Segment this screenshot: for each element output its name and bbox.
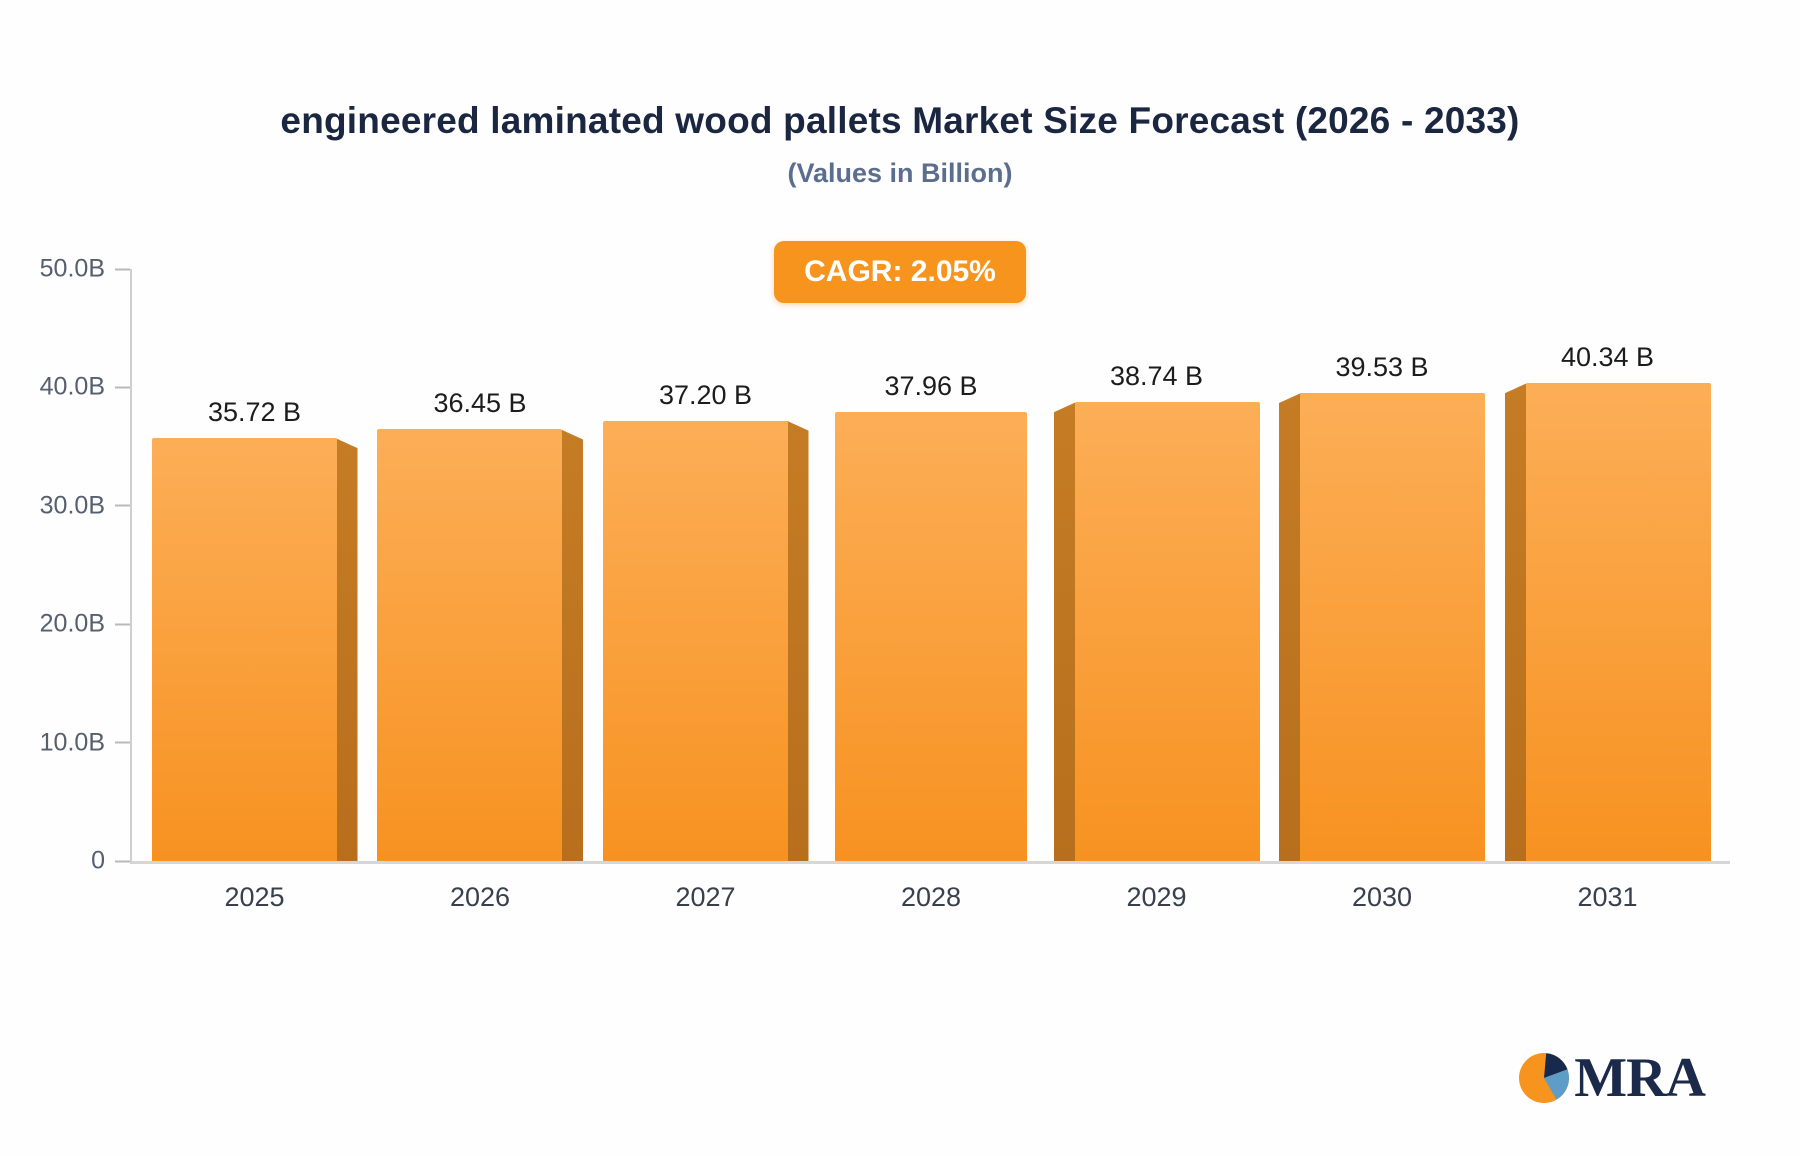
bar-group: 37.96 B 2028 <box>828 269 1034 912</box>
y-axis-tick: 50.0B <box>20 255 130 284</box>
y-axis-tick-mark <box>115 504 130 507</box>
bar-side-face <box>335 438 358 861</box>
x-axis-label: 2029 <box>1126 882 1187 912</box>
bar-side-face <box>1053 402 1076 861</box>
y-axis-tick-label: 20.0B <box>39 609 105 638</box>
y-axis-tick-label: 40.0B <box>39 372 105 401</box>
bar <box>602 420 809 861</box>
y-axis-tick-mark <box>115 386 130 389</box>
y-axis-tick-mark <box>115 860 130 862</box>
bar-front-face <box>377 429 562 861</box>
bar-front-face <box>1300 392 1485 861</box>
mra-logo: MRA <box>1517 1047 1706 1109</box>
y-axis-tick: 30.0B <box>20 491 130 520</box>
bar-value-label: 39.53 B <box>1335 351 1429 382</box>
mra-logo-pie-icon <box>1517 1051 1571 1105</box>
y-axis-tick-mark <box>115 268 130 270</box>
x-axis-label: 2027 <box>675 882 736 912</box>
x-axis-label: 2025 <box>224 882 285 912</box>
bar-value-label: 36.45 B <box>433 388 527 419</box>
bar-side-face <box>1279 392 1301 861</box>
chart-title: engineered laminated wood pallets Market… <box>280 100 1520 141</box>
bar-value-label: 37.20 B <box>658 379 753 410</box>
bar-group: 39.53 B 2030 <box>1279 269 1485 912</box>
bar-group: 36.45 B 2026 <box>377 269 583 912</box>
bar-value-label: 38.74 B <box>1109 361 1204 392</box>
y-axis-tick-label: 0 <box>91 846 105 875</box>
plot-area: 50.0B 40.0B 30.0B 20.0B 10.0B 0 35.72 B 2025 36.… <box>40 255 1730 912</box>
bar-value-label: 35.72 B <box>207 397 302 428</box>
y-axis-tick: 10.0B <box>20 728 130 757</box>
bar-front-face <box>1525 383 1711 861</box>
chart-header: engineered laminated wood pallets Market… <box>0 0 1800 189</box>
bar <box>1279 392 1485 861</box>
bar-group: 40.34 B 2031 <box>1504 269 1711 912</box>
y-axis-tick-label: 10.0B <box>39 728 105 757</box>
chart-subtitle: (Values in Billion) <box>787 158 1013 188</box>
mra-logo-text: MRA <box>1574 1047 1706 1109</box>
bar <box>151 438 358 861</box>
bar-side-face <box>786 420 809 861</box>
x-axis-label: 2030 <box>1351 882 1413 912</box>
bar-value-label: 37.96 B <box>884 370 978 401</box>
bar-front-face <box>602 420 788 861</box>
y-axis-tick-label: 50.0B <box>39 254 105 283</box>
bar-front-face <box>151 438 337 861</box>
bar-value-label: 40.34 B <box>1560 342 1655 373</box>
x-axis-label: 2031 <box>1577 882 1638 912</box>
bar <box>377 429 583 861</box>
bar-chart: 50.0B 40.0B 30.0B 20.0B 10.0B 0 35.72 B 2025 36.… <box>0 255 1800 912</box>
y-axis-tick: 0 <box>20 847 130 876</box>
y-axis-tick-label: 30.0B <box>39 491 105 520</box>
bar <box>1504 383 1711 861</box>
bar-group: 37.20 B 2027 <box>602 269 809 912</box>
bar <box>828 411 1034 861</box>
bar-group: 35.72 B 2025 <box>151 269 358 912</box>
y-axis-tick-mark <box>115 741 130 744</box>
bar-front-face <box>835 411 1027 861</box>
bar-front-face <box>1074 402 1260 861</box>
y-axis-tick: 40.0B <box>20 373 130 402</box>
x-axis-label: 2028 <box>900 882 962 912</box>
x-axis-label: 2026 <box>449 882 511 912</box>
bar <box>1053 402 1260 861</box>
cagr-badge: CAGR: 2.05% <box>774 241 1026 303</box>
bar-group: 38.74 B 2029 <box>1053 269 1260 912</box>
y-axis-tick: 20.0B <box>20 610 130 639</box>
bar-side-face <box>1504 383 1527 861</box>
bar-side-face <box>561 429 583 861</box>
cagr-badge-row: CAGR: 2.05% <box>0 241 1800 303</box>
y-axis-tick-mark <box>115 623 130 626</box>
